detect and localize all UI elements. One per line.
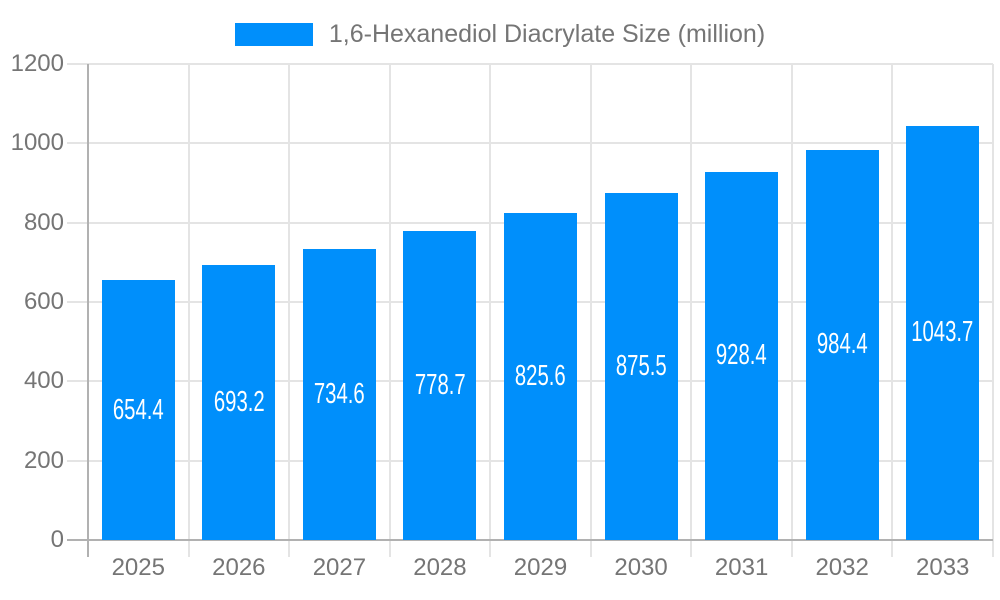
h-gridline <box>88 63 993 65</box>
v-gridline <box>489 64 492 540</box>
x-tick <box>388 540 391 557</box>
v-gridline <box>388 64 391 540</box>
x-tick <box>489 540 492 557</box>
v-gridline <box>288 64 291 540</box>
bar[interactable] <box>504 212 577 540</box>
v-gridline <box>187 64 190 540</box>
bar[interactable] <box>202 265 276 540</box>
y-tick <box>67 221 88 224</box>
y-axis-label: 400 <box>23 367 64 395</box>
v-gridline <box>891 64 894 540</box>
v-gridline <box>589 64 592 540</box>
x-axis-label: 2029 <box>513 554 568 581</box>
y-axis-label: 1200 <box>10 50 64 77</box>
y-tick <box>67 142 88 145</box>
x-tick <box>891 540 894 557</box>
bar[interactable] <box>906 125 980 540</box>
legend[interactable]: 1,6-Hexanediol Diacrylate Size (million) <box>0 20 1000 48</box>
legend-label: 1,6-Hexanediol Diacrylate Size (million) <box>328 19 766 48</box>
x-axis-label: 2027 <box>312 554 367 581</box>
x-axis-label: 2025 <box>111 554 165 581</box>
legend-swatch <box>234 22 313 46</box>
x-tick <box>288 540 291 557</box>
x-axis-label: 2032 <box>815 554 869 581</box>
y-axis-label: 800 <box>23 208 64 236</box>
x-tick <box>790 540 793 557</box>
y-tick <box>67 301 88 303</box>
h-gridline <box>88 142 993 145</box>
bar[interactable] <box>403 231 477 540</box>
y-axis-label: 0 <box>50 526 64 553</box>
x-axis-label: 2026 <box>212 554 266 581</box>
y-axis-label: 1000 <box>10 129 64 157</box>
bar[interactable] <box>101 280 175 540</box>
bar[interactable] <box>705 171 779 540</box>
x-tick <box>992 540 994 557</box>
x-axis-label: 2031 <box>714 554 769 581</box>
bar[interactable] <box>604 192 678 540</box>
bar[interactable] <box>805 149 879 540</box>
x-axis-label: 2028 <box>413 554 467 581</box>
v-gridline <box>690 64 693 540</box>
v-gridline <box>790 64 793 540</box>
x-tick <box>589 540 592 557</box>
y-axis-label: 200 <box>23 446 64 474</box>
bar[interactable] <box>302 248 376 540</box>
y-tick <box>67 459 88 462</box>
v-gridline <box>992 64 994 540</box>
x-tick <box>690 540 693 557</box>
x-tick <box>187 540 190 557</box>
y-tick <box>67 380 88 383</box>
y-tick <box>67 63 88 65</box>
x-axis-line <box>67 539 993 541</box>
y-axis-line <box>87 64 89 557</box>
x-axis-label: 2033 <box>916 554 970 581</box>
y-axis-label: 600 <box>23 288 64 315</box>
x-axis-label: 2030 <box>614 554 668 581</box>
